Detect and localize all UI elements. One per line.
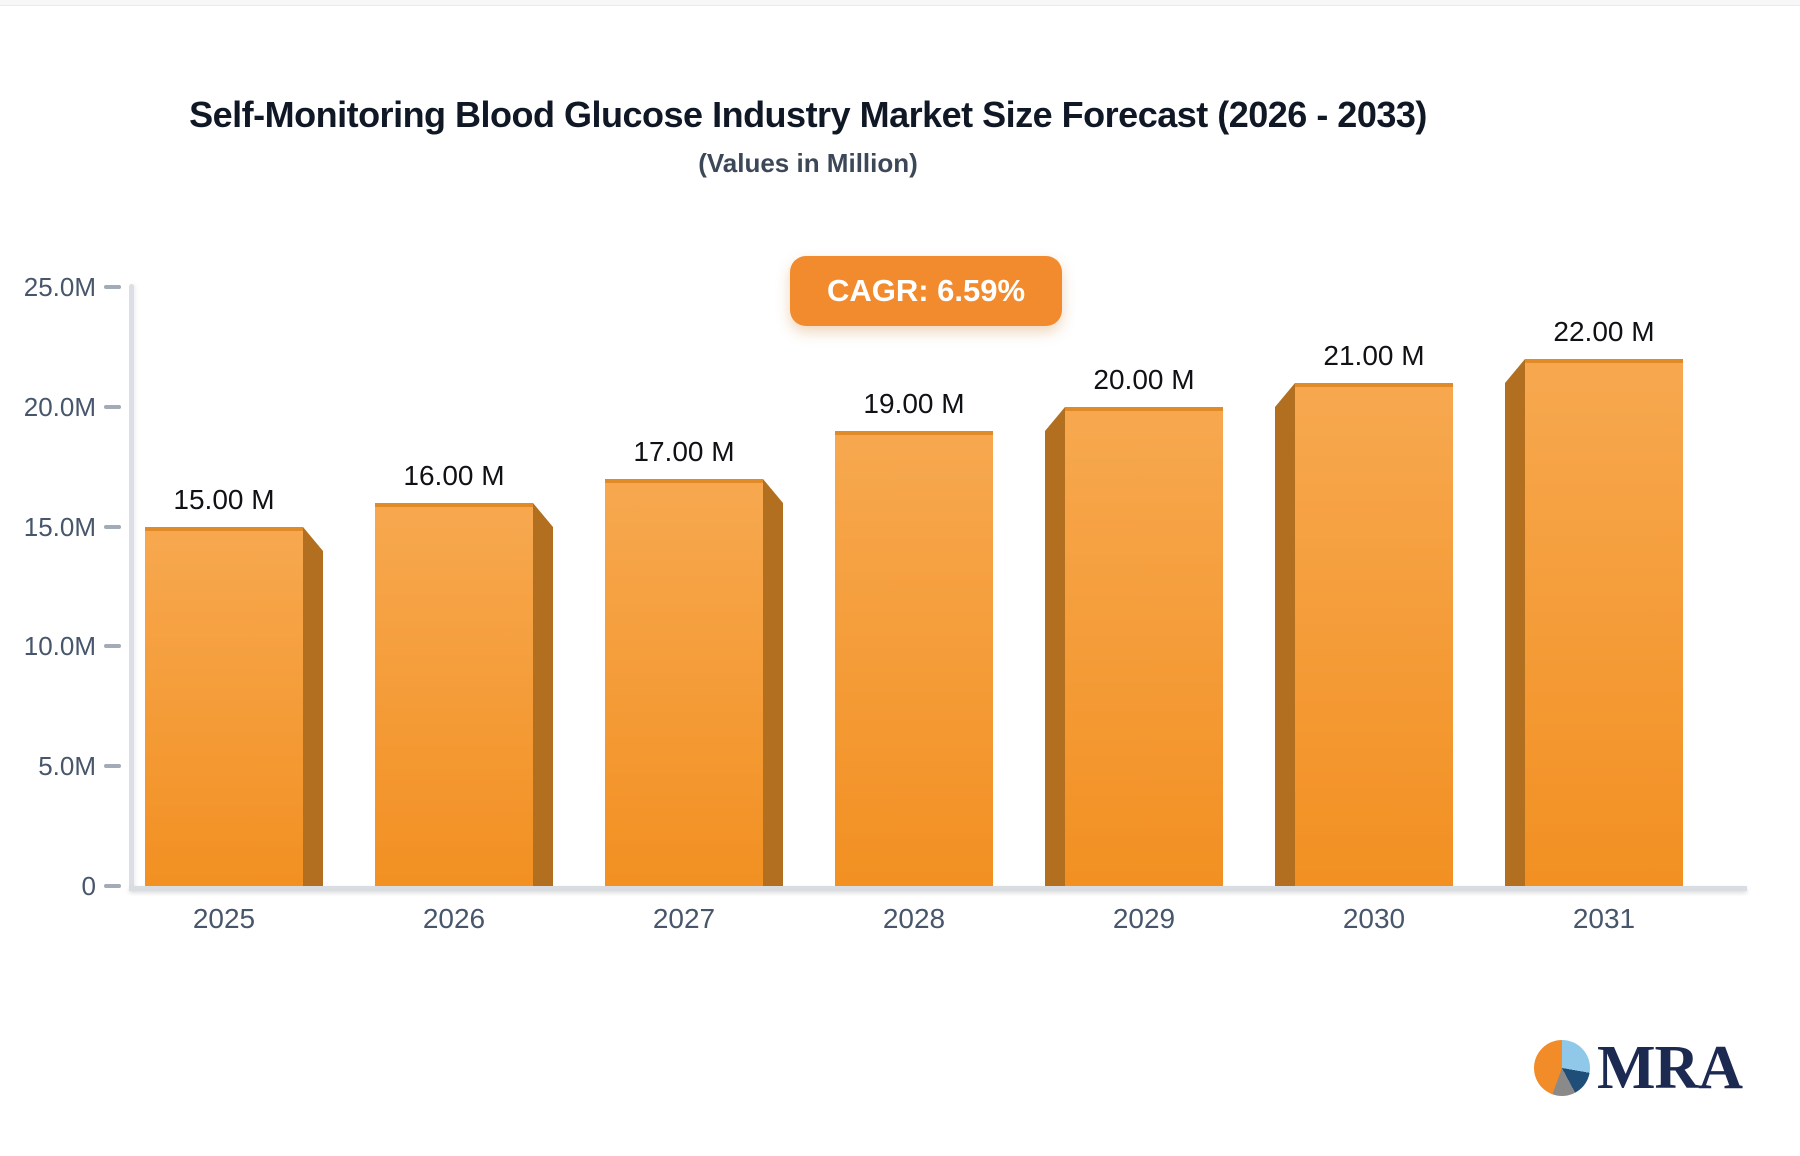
bar-3d-side: [533, 503, 553, 886]
chart-subtitle: (Values in Million): [698, 148, 918, 178]
bar-value-label: 22.00 M: [1553, 316, 1655, 347]
bar: [1295, 383, 1453, 886]
y-tick-label: 20.0M: [23, 391, 96, 422]
top-edge-strip: [0, 0, 1800, 6]
bar-3d-side: [303, 527, 323, 886]
y-tick-label: 0: [81, 871, 96, 901]
y-tick-dash: [104, 764, 121, 769]
cagr-badge-label: CAGR: 6.59%: [826, 273, 1026, 308]
bar: [1065, 407, 1223, 886]
bar-value-label: 15.00 M: [173, 484, 275, 515]
bar: [145, 527, 303, 886]
y-axis-line: [129, 284, 134, 891]
x-tick-label: 2027: [652, 903, 716, 934]
x-axis-line: [129, 886, 1747, 891]
brand-logo-text: MRA: [1597, 1034, 1743, 1102]
bar-value-label: 21.00 M: [1323, 340, 1425, 371]
bar: [375, 503, 533, 886]
cagr-badge: CAGR: 6.59%: [790, 256, 1062, 326]
x-tick-label: 2028: [882, 903, 946, 934]
bar-value-label: 17.00 M: [633, 436, 735, 467]
bar: [1525, 359, 1683, 886]
y-tick-dash: [104, 404, 121, 409]
y-tick-dash: [104, 285, 121, 289]
bar-3d-side: [763, 479, 783, 886]
bar: [605, 479, 763, 886]
bar-3d-side: [1045, 407, 1065, 886]
x-tick-label: 2026: [422, 903, 486, 934]
bar-value-label: 16.00 M: [403, 460, 505, 491]
x-tick-label: 2029: [1112, 903, 1176, 934]
y-tick-label: 25.0M: [23, 272, 96, 302]
y-tick-label: 15.0M: [23, 511, 96, 542]
pie-chart-logo-icon: [1534, 1040, 1590, 1096]
bar-value-label: 20.00 M: [1093, 364, 1195, 395]
bar-3d-side: [1505, 359, 1525, 886]
y-tick-dash: [104, 524, 121, 529]
brand-logo: MRA: [1534, 1034, 1743, 1102]
x-tick-label: 2031: [1572, 903, 1636, 934]
bar-3d-side: [1275, 383, 1295, 886]
bar-value-label: 19.00 M: [863, 388, 965, 419]
y-tick-label: 5.0M: [38, 751, 96, 782]
y-tick-label: 10.0M: [23, 631, 96, 662]
chart-title: Self-Monitoring Blood Glucose Industry M…: [189, 94, 1427, 135]
x-tick-label: 2025: [192, 903, 256, 934]
y-tick-dash: [104, 644, 121, 649]
x-tick-label: 2030: [1342, 903, 1406, 934]
y-tick-dash: [104, 884, 121, 888]
bar: [835, 431, 993, 886]
